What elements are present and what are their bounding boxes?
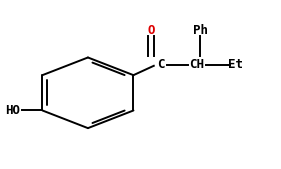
Text: HO: HO	[6, 104, 21, 117]
Text: CH: CH	[190, 58, 205, 71]
Text: C: C	[157, 58, 164, 71]
Text: Et: Et	[228, 58, 243, 71]
Text: Ph: Ph	[193, 24, 208, 37]
Text: O: O	[148, 24, 155, 37]
